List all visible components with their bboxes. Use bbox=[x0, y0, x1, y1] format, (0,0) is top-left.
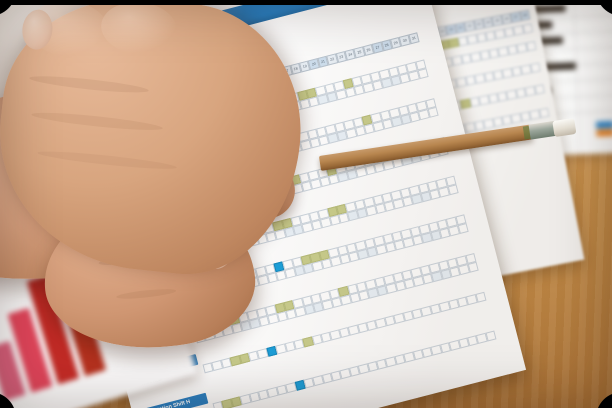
legend-swatch-orange bbox=[596, 128, 612, 137]
pencil-eraser bbox=[552, 117, 577, 137]
group-label: Rotation Shift H bbox=[145, 392, 209, 408]
top-letterbox-band bbox=[0, 0, 612, 5]
legend-swatch-blue bbox=[595, 120, 612, 129]
